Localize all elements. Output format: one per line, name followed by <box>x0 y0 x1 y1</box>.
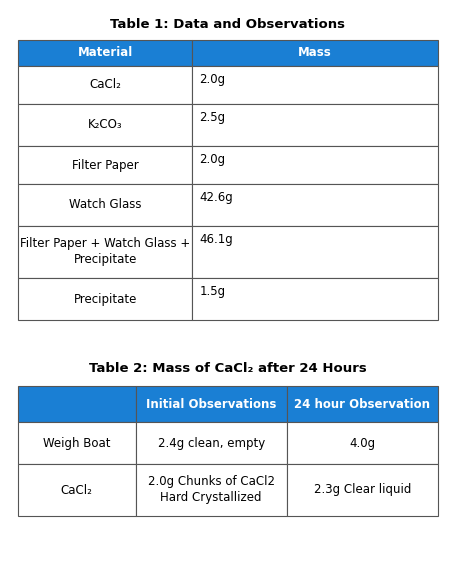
Text: 24 hour Observation: 24 hour Observation <box>294 398 430 411</box>
Bar <box>192 184 437 226</box>
Text: 42.6g: 42.6g <box>199 191 233 204</box>
Text: Filter Paper + Watch Glass +
Precipitate: Filter Paper + Watch Glass + Precipitate <box>20 237 190 267</box>
Text: Initial Observations: Initial Observations <box>146 398 276 411</box>
Bar <box>286 386 437 422</box>
Bar <box>135 386 286 422</box>
Text: 2.4g clean, empty: 2.4g clean, empty <box>157 437 264 450</box>
Bar <box>18 386 135 422</box>
Text: 46.1g: 46.1g <box>199 233 233 246</box>
Bar <box>18 66 192 104</box>
Bar <box>192 226 437 278</box>
Text: Watch Glass: Watch Glass <box>69 199 141 212</box>
Text: CaCl₂: CaCl₂ <box>89 78 121 91</box>
Text: 2.0g Chunks of CaCl2
Hard Crystallized: 2.0g Chunks of CaCl2 Hard Crystallized <box>147 475 274 505</box>
Text: Table 1: Data and Observations: Table 1: Data and Observations <box>110 17 345 30</box>
Text: 1.5g: 1.5g <box>199 285 225 298</box>
Text: Table 2: Mass of CaCl₂ after 24 Hours: Table 2: Mass of CaCl₂ after 24 Hours <box>89 363 366 376</box>
Text: 4.0g: 4.0g <box>349 437 374 450</box>
Text: 2.3g Clear liquid: 2.3g Clear liquid <box>313 483 410 496</box>
Text: Material: Material <box>77 46 132 59</box>
Bar <box>192 40 437 66</box>
Bar <box>18 278 192 320</box>
Bar <box>286 464 437 516</box>
Bar <box>192 278 437 320</box>
Bar <box>192 104 437 146</box>
Text: 2.0g: 2.0g <box>199 73 225 86</box>
Bar <box>192 146 437 184</box>
Bar <box>18 146 192 184</box>
Bar <box>18 104 192 146</box>
Bar <box>18 40 192 66</box>
Text: K₂CO₃: K₂CO₃ <box>88 118 122 131</box>
Bar <box>18 422 135 464</box>
Text: 2.0g: 2.0g <box>199 153 225 166</box>
Bar <box>18 464 135 516</box>
Text: Filter Paper: Filter Paper <box>71 158 138 171</box>
Bar <box>286 422 437 464</box>
Text: Weigh Boat: Weigh Boat <box>43 437 110 450</box>
Bar <box>18 184 192 226</box>
Text: Precipitate: Precipitate <box>73 293 136 306</box>
Text: CaCl₂: CaCl₂ <box>61 483 92 496</box>
Text: 2.5g: 2.5g <box>199 111 225 124</box>
Text: Mass: Mass <box>298 46 331 59</box>
Bar <box>18 226 192 278</box>
Bar <box>192 66 437 104</box>
Bar <box>135 422 286 464</box>
Bar <box>135 464 286 516</box>
